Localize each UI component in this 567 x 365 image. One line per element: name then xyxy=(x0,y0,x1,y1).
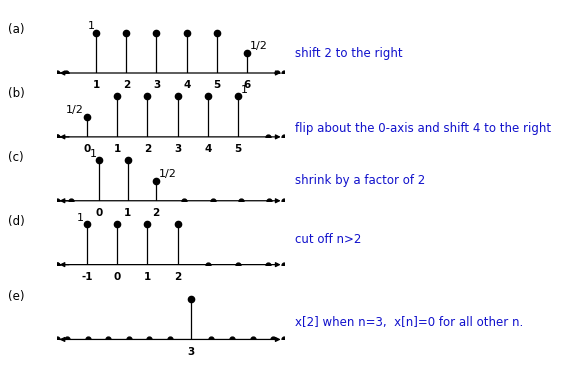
Text: 1: 1 xyxy=(87,21,95,31)
Text: 6: 6 xyxy=(244,80,251,91)
Text: (a): (a) xyxy=(7,23,24,36)
Text: 2: 2 xyxy=(174,272,181,282)
Text: 0: 0 xyxy=(113,272,121,282)
Text: 1: 1 xyxy=(144,272,151,282)
Text: 2: 2 xyxy=(153,208,159,218)
Text: 1/2: 1/2 xyxy=(159,169,177,179)
Text: 2: 2 xyxy=(122,80,130,91)
Text: shift 2 to the right: shift 2 to the right xyxy=(295,47,403,60)
Text: 1: 1 xyxy=(77,212,84,223)
Text: (e): (e) xyxy=(7,290,24,303)
Text: flip about the 0-axis and shift 4 to the right: flip about the 0-axis and shift 4 to the… xyxy=(295,122,551,135)
Text: shrink by a factor of 2: shrink by a factor of 2 xyxy=(295,174,425,188)
Text: 1: 1 xyxy=(90,149,96,159)
Text: cut off n>2: cut off n>2 xyxy=(295,233,361,246)
Text: 1/2: 1/2 xyxy=(66,105,84,115)
Text: 1/2: 1/2 xyxy=(250,41,268,51)
Text: 4: 4 xyxy=(183,80,191,91)
Text: 4: 4 xyxy=(204,144,211,154)
Text: 1: 1 xyxy=(241,85,248,95)
Text: 0: 0 xyxy=(83,144,91,154)
Text: (d): (d) xyxy=(7,215,24,228)
Text: (b): (b) xyxy=(7,87,24,100)
Text: 3: 3 xyxy=(187,347,194,357)
Text: 1: 1 xyxy=(113,144,121,154)
Text: (c): (c) xyxy=(8,151,24,164)
Text: 3: 3 xyxy=(153,80,160,91)
Text: -1: -1 xyxy=(81,272,92,282)
Text: 5: 5 xyxy=(235,144,242,154)
Text: 1: 1 xyxy=(92,80,100,91)
Text: 2: 2 xyxy=(144,144,151,154)
Text: 5: 5 xyxy=(213,80,221,91)
Text: 0: 0 xyxy=(96,208,103,218)
Text: 1: 1 xyxy=(124,208,131,218)
Text: 3: 3 xyxy=(174,144,181,154)
Text: x[2] when n=3,  x[n]=0 for all other n.: x[2] when n=3, x[n]=0 for all other n. xyxy=(295,316,523,329)
